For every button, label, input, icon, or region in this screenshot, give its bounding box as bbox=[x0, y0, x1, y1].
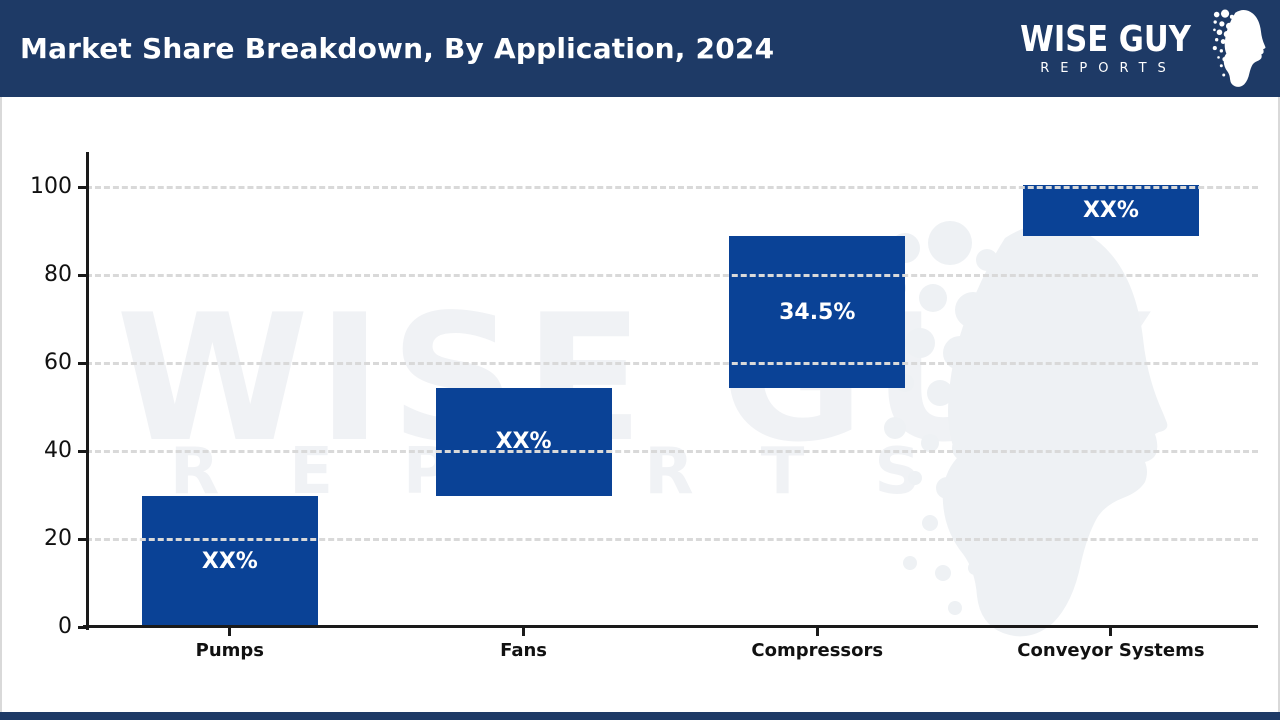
card-right-border bbox=[1278, 97, 1280, 712]
x-category-label-3: Compressors bbox=[751, 640, 884, 661]
header-bar: Market Share Breakdown, By Application, … bbox=[0, 0, 1280, 97]
gridline-20 bbox=[86, 538, 1258, 541]
chart-title: Market Share Breakdown, By Application, … bbox=[20, 32, 775, 65]
gridline-60 bbox=[86, 362, 1258, 365]
gridline-100 bbox=[86, 186, 1258, 189]
y-tick-60 bbox=[78, 362, 86, 365]
y-axis-line bbox=[86, 152, 89, 630]
x-category-label-2: Fans bbox=[500, 640, 547, 661]
logo-wiseguy-label: WISE GUY bbox=[1020, 19, 1191, 60]
gridline-40 bbox=[86, 450, 1258, 453]
bar-value-label: 34.5% bbox=[779, 299, 856, 325]
wiseguy-logo: WISE GUY REPORTS bbox=[1005, 0, 1268, 97]
y-tick-100 bbox=[78, 186, 86, 189]
bar-value-label: XX% bbox=[201, 548, 258, 574]
y-tick-label-40: 40 bbox=[44, 438, 72, 463]
y-tick-80 bbox=[78, 274, 86, 277]
x-tick-3 bbox=[815, 628, 819, 636]
y-tick-label-80: 80 bbox=[44, 262, 72, 287]
bar-segment-compressors: 34.5% bbox=[729, 236, 906, 389]
x-tick-4 bbox=[1109, 628, 1113, 636]
y-tick-40 bbox=[78, 450, 86, 453]
wiseguy-head-logo-icon bbox=[1212, 9, 1266, 87]
x-tick-1 bbox=[228, 628, 232, 636]
x-category-label-4: Conveyor Systems bbox=[1017, 640, 1205, 661]
card-left-border bbox=[0, 97, 2, 712]
y-tick-20 bbox=[78, 538, 86, 541]
y-tick-label-60: 60 bbox=[44, 350, 72, 375]
y-tick-label-20: 20 bbox=[44, 526, 72, 551]
bar-segment-pumps: XX% bbox=[141, 495, 318, 627]
x-tick-2 bbox=[522, 628, 526, 636]
y-tick-label-100: 100 bbox=[30, 174, 72, 199]
wiseguy-logo-text: WISE GUY REPORTS bbox=[1005, 19, 1206, 76]
footer-bar bbox=[0, 712, 1280, 720]
wiseguy-head-watermark-icon bbox=[884, 221, 1168, 637]
y-tick-0 bbox=[78, 626, 86, 629]
y-tick-label-0: 0 bbox=[58, 614, 72, 639]
x-category-label-1: Pumps bbox=[195, 640, 265, 661]
x-axis-line bbox=[83, 625, 1258, 628]
logo-reports-label: REPORTS bbox=[1040, 61, 1177, 76]
bar-value-label: XX% bbox=[1082, 198, 1139, 224]
gridline-80 bbox=[86, 274, 1258, 277]
bar-segment-conveyor-systems: XX% bbox=[1022, 185, 1199, 237]
bar-segment-fans: XX% bbox=[435, 388, 612, 496]
